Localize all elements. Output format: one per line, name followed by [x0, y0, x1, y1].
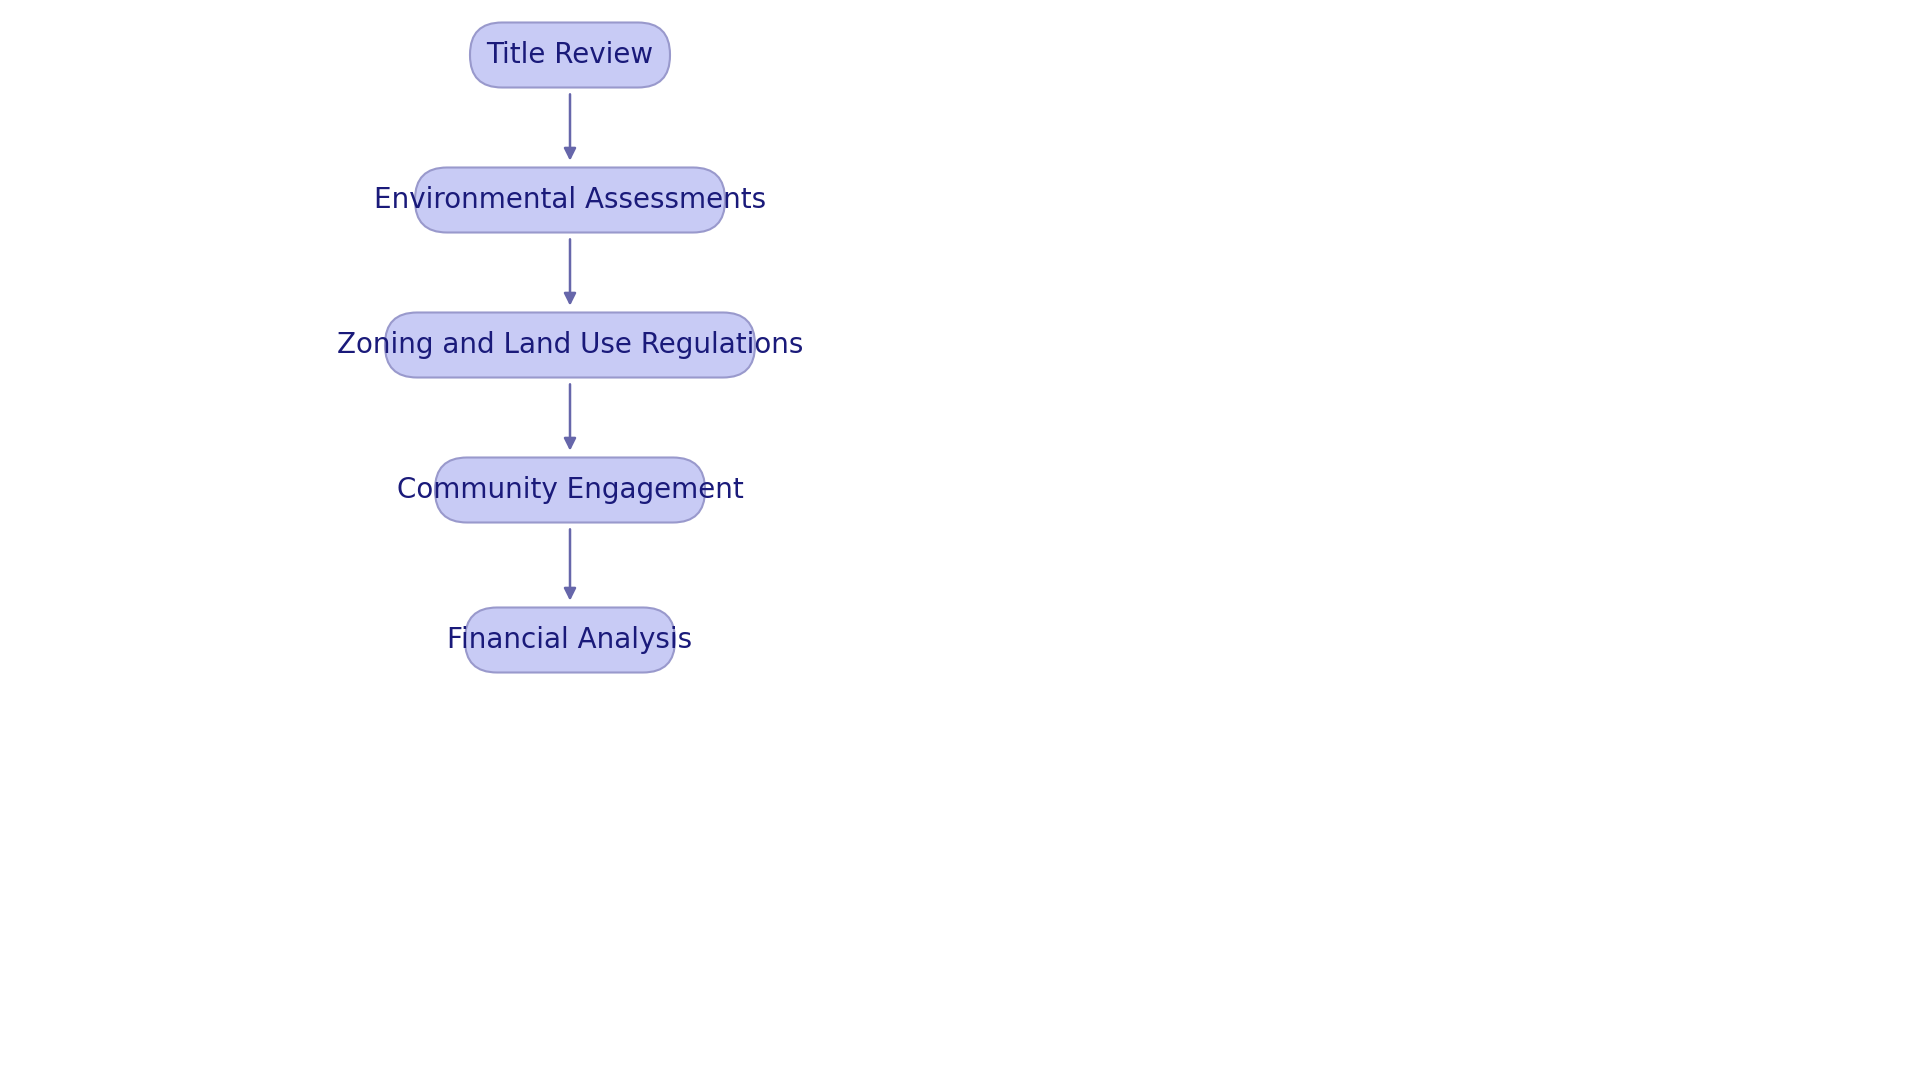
FancyBboxPatch shape: [470, 23, 670, 88]
FancyBboxPatch shape: [415, 168, 726, 233]
Text: Environmental Assessments: Environmental Assessments: [374, 186, 766, 214]
FancyBboxPatch shape: [465, 608, 676, 673]
Text: Title Review: Title Review: [486, 41, 653, 69]
Text: Zoning and Land Use Regulations: Zoning and Land Use Regulations: [336, 331, 803, 358]
FancyBboxPatch shape: [386, 313, 755, 378]
Text: Financial Analysis: Financial Analysis: [447, 626, 693, 654]
FancyBboxPatch shape: [436, 457, 705, 522]
Text: Community Engagement: Community Engagement: [397, 477, 743, 504]
